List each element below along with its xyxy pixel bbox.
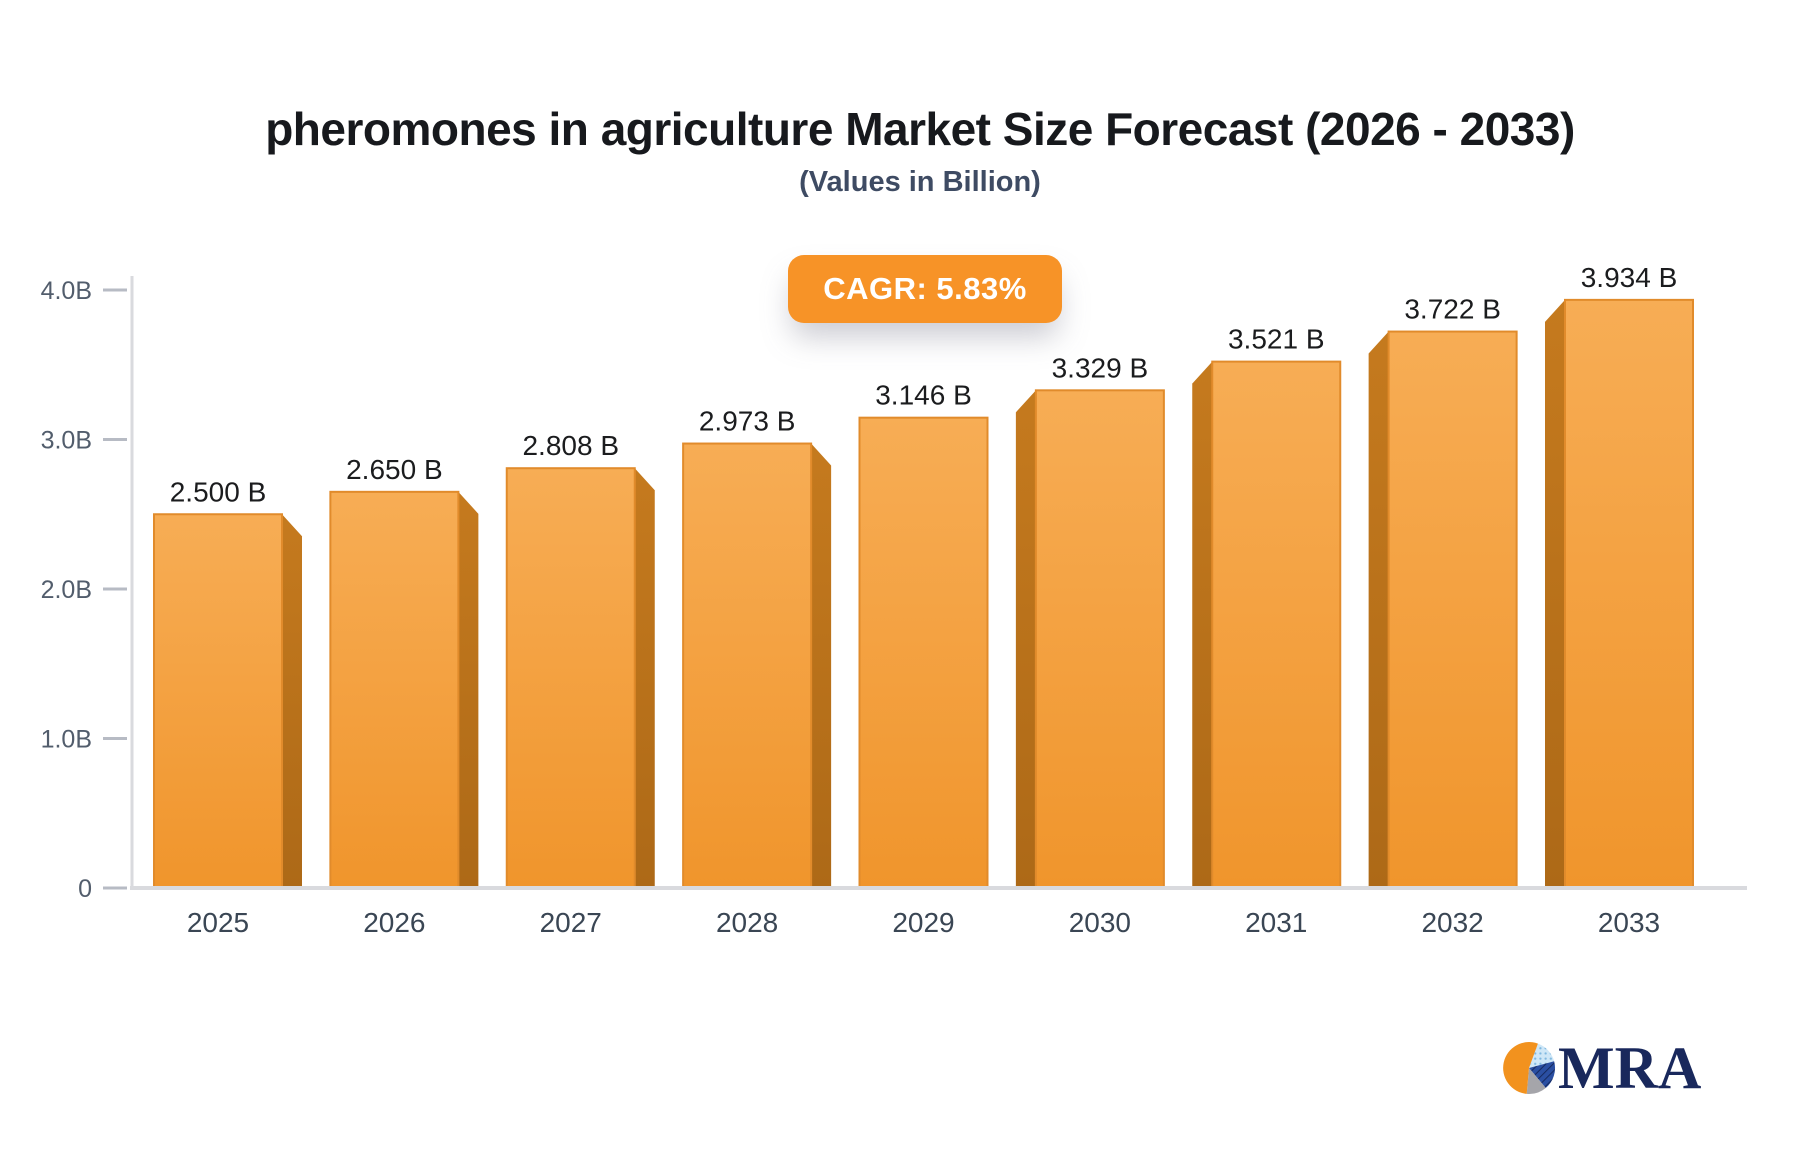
bar-side-2031 [1192,361,1213,888]
value-label-2025: 2.500 B [170,476,267,507]
pie-chart-icon [1503,1042,1556,1094]
x-tick-label-2032: 2032 [1421,907,1483,938]
chart-subtitle: (Values in Billion) [799,166,1041,198]
x-tick-label-2027: 2027 [540,907,602,938]
value-label-2029: 3.146 B [875,380,972,411]
bar-side-2032 [1368,331,1389,887]
bar-side-2030 [1015,390,1036,887]
x-tick-label-2025: 2025 [187,907,249,938]
value-label-2030: 3.329 B [1052,352,1149,383]
value-label-2031: 3.521 B [1228,324,1325,355]
bar-side-2028 [811,443,832,887]
value-label-2032: 3.722 B [1404,294,1501,325]
bar-side-2027 [634,468,655,887]
y-tick-label-1.0B: 1.0B [41,726,92,754]
value-label-2028: 2.973 B [699,406,796,437]
bar-2032 [1387,330,1518,889]
value-label-2027: 2.808 B [522,430,619,461]
cagr-badge-label: CAGR: 5.83% [823,271,1027,306]
x-tick-label-2033: 2033 [1598,907,1660,938]
x-tick-label-2030: 2030 [1069,907,1131,938]
y-tick-label-3.0B: 3.0B [41,427,92,455]
value-label-2026: 2.650 B [346,454,443,485]
y-tick-label-0: 0 [78,875,92,903]
chart-title: pheromones in agriculture Market Size Fo… [265,103,1575,155]
y-tick-label-2.0B: 2.0B [41,576,92,604]
cagr-badge: CAGR: 5.83% [788,255,1062,323]
bar-2025 [153,513,283,888]
value-label-2033: 3.934 B [1581,262,1678,293]
bar-side-2033 [1545,299,1565,887]
bar-2027 [505,467,636,888]
y-tick-label-4.0B: 4.0B [41,277,92,305]
bar-2026 [329,490,460,888]
bar-2031 [1211,360,1342,889]
x-tick-label-2031: 2031 [1245,907,1307,938]
bar-side-2025 [282,514,302,887]
x-tick-label-2029: 2029 [892,907,954,938]
bar-2028 [682,442,813,888]
bar-2030 [1034,389,1165,888]
bar-side-2026 [458,491,479,887]
mra-logo: MRA [1502,1038,1701,1098]
x-tick-label-2026: 2026 [363,907,425,938]
x-tick-label-2028: 2028 [716,907,778,938]
bar-2029 [858,416,989,888]
bar-2033 [1564,298,1694,888]
logo-text: MRA [1558,1035,1702,1101]
